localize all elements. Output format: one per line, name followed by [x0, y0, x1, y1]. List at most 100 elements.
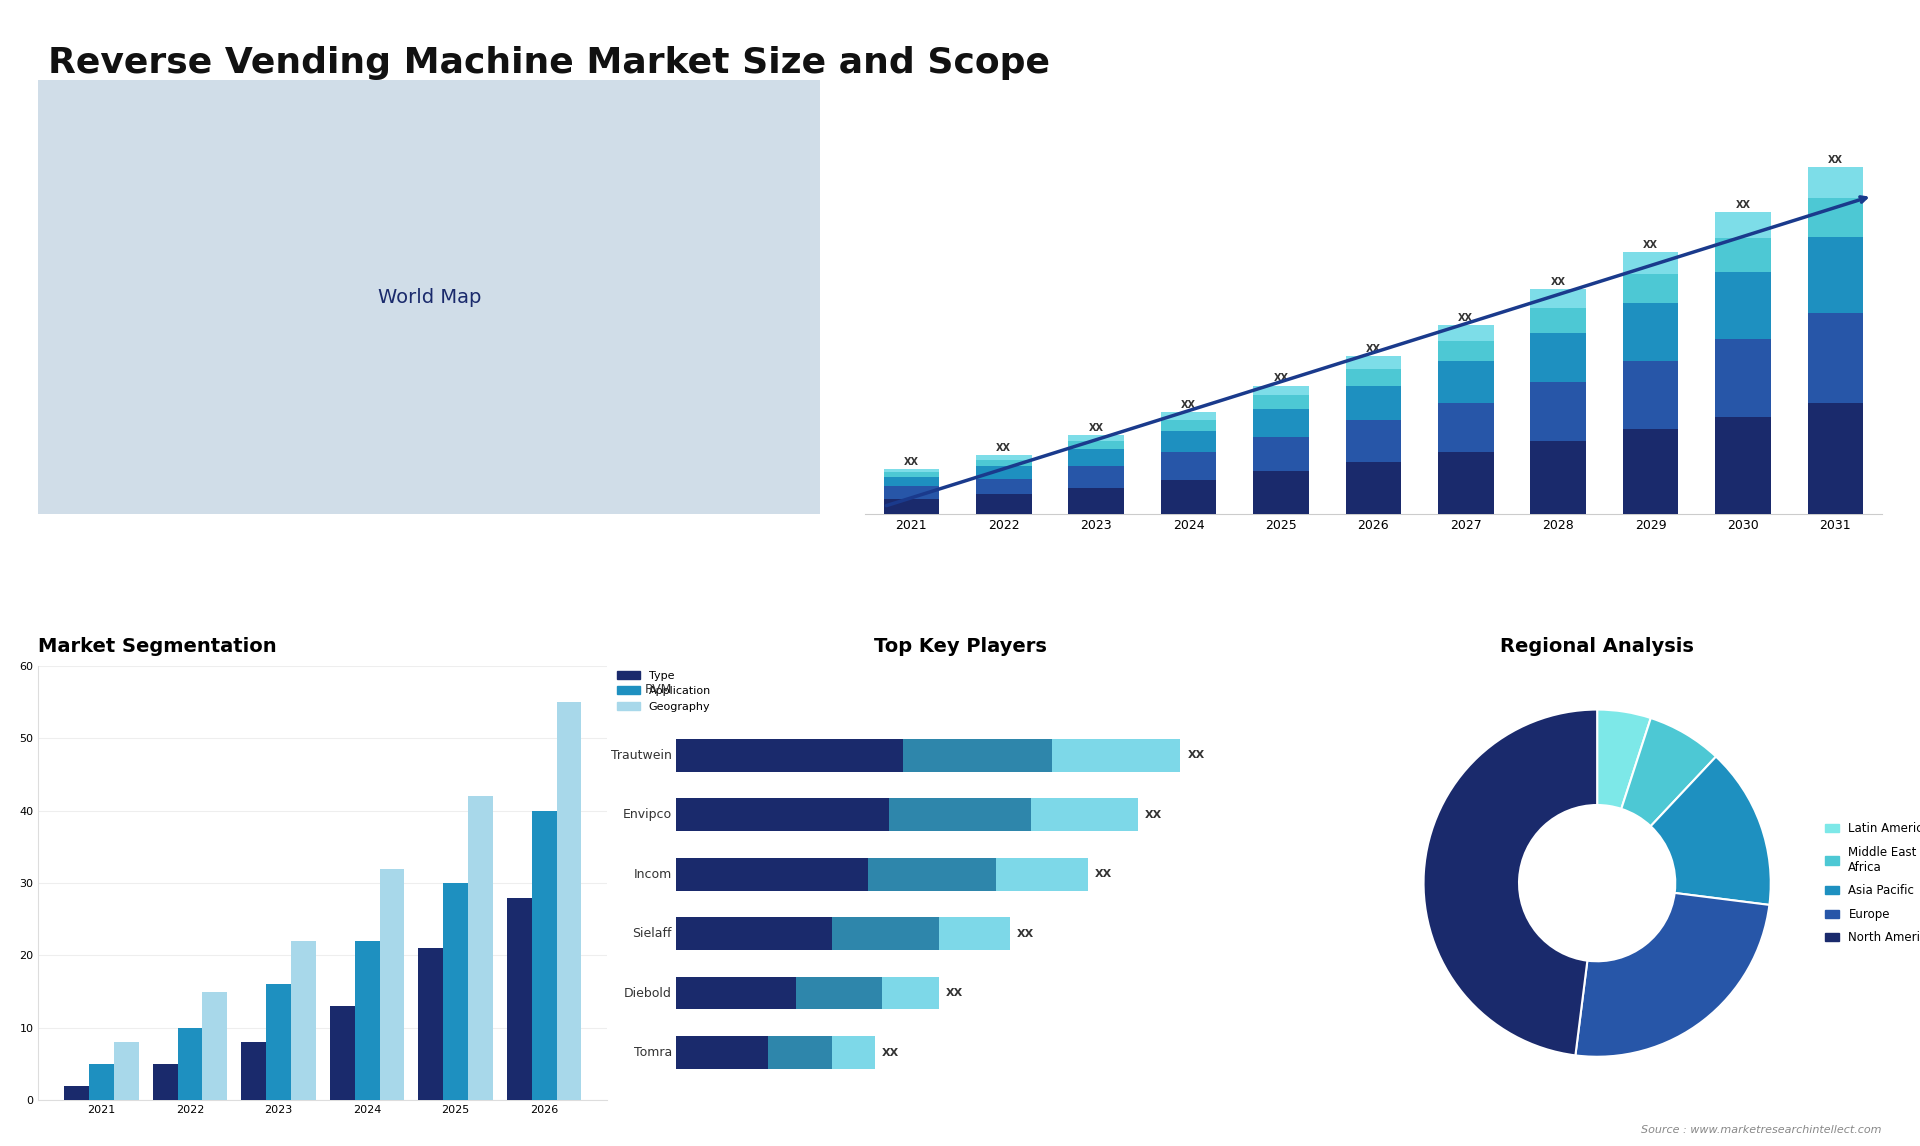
Text: Tomra: Tomra: [634, 1046, 672, 1059]
Bar: [1809, 237, 1862, 313]
Text: XX: XX: [1094, 869, 1112, 879]
Bar: [1162, 411, 1217, 419]
Bar: [996, 858, 1089, 890]
Bar: [1809, 402, 1862, 515]
Text: Sielaff: Sielaff: [632, 927, 672, 940]
Bar: [1346, 419, 1402, 462]
Text: XX: XX: [1188, 751, 1206, 760]
Text: XX: XX: [1181, 400, 1196, 409]
Bar: [1715, 273, 1770, 339]
Text: XX: XX: [1551, 277, 1565, 288]
Bar: [1162, 453, 1217, 480]
Bar: [975, 466, 1031, 479]
Bar: [1031, 799, 1139, 831]
Text: Trautwein: Trautwein: [611, 748, 672, 762]
Bar: [975, 455, 1031, 460]
Bar: [1530, 441, 1586, 515]
Bar: [868, 858, 996, 890]
Bar: [1069, 441, 1123, 449]
Bar: [1346, 385, 1402, 419]
Bar: [1254, 409, 1309, 437]
Bar: [883, 499, 939, 515]
Text: XX: XX: [881, 1047, 899, 1058]
Bar: [1254, 471, 1309, 515]
Bar: [1069, 466, 1123, 488]
Text: XX: XX: [1144, 810, 1162, 819]
Bar: [1438, 340, 1494, 361]
Bar: [883, 472, 939, 477]
Text: XX: XX: [1273, 374, 1288, 383]
Legend: Latin America, Middle East &
Africa, Asia Pacific, Europe, North America: Latin America, Middle East & Africa, Asi…: [1820, 817, 1920, 949]
Text: Source : www.marketresearchintellect.com: Source : www.marketresearchintellect.com: [1642, 1124, 1882, 1135]
Bar: [881, 976, 939, 1010]
Bar: [1438, 325, 1494, 340]
Bar: [1069, 435, 1123, 441]
Bar: [831, 917, 939, 950]
Text: World Map: World Map: [378, 288, 482, 307]
Bar: [1715, 339, 1770, 417]
Wedge shape: [1597, 709, 1651, 809]
Text: INTELLECT: INTELLECT: [1718, 104, 1776, 113]
Bar: [1069, 488, 1123, 515]
Bar: [831, 1036, 876, 1069]
Bar: [1809, 313, 1862, 402]
Bar: [179, 1028, 202, 1100]
Bar: [1346, 462, 1402, 515]
Bar: [1254, 395, 1309, 409]
Bar: [330, 1006, 355, 1100]
Bar: [380, 869, 405, 1100]
Bar: [676, 976, 797, 1010]
Text: Reverse Vending Machine Market Size and Scope: Reverse Vending Machine Market Size and …: [48, 46, 1050, 80]
Bar: [1622, 429, 1678, 515]
Bar: [1530, 290, 1586, 308]
Bar: [1254, 437, 1309, 471]
Bar: [242, 1043, 267, 1100]
Bar: [63, 1085, 88, 1100]
Bar: [202, 991, 227, 1100]
Bar: [507, 897, 532, 1100]
Text: XX: XX: [996, 444, 1012, 453]
Bar: [883, 477, 939, 486]
Text: XX: XX: [1089, 423, 1104, 433]
Text: XX: XX: [1459, 313, 1473, 323]
Bar: [1162, 480, 1217, 515]
Bar: [1715, 212, 1770, 238]
Wedge shape: [1576, 893, 1770, 1057]
Bar: [975, 479, 1031, 494]
Bar: [975, 494, 1031, 515]
Bar: [1530, 383, 1586, 441]
Bar: [883, 486, 939, 499]
Bar: [355, 941, 380, 1100]
Text: XX: XX: [1736, 199, 1751, 210]
Text: Diebold: Diebold: [624, 987, 672, 999]
Bar: [883, 469, 939, 472]
Bar: [1715, 238, 1770, 273]
Bar: [1438, 402, 1494, 453]
Legend: Type, Application, Geography: Type, Application, Geography: [612, 666, 716, 716]
Wedge shape: [1620, 719, 1716, 826]
Bar: [532, 811, 557, 1100]
Title: Regional Analysis: Regional Analysis: [1500, 637, 1693, 657]
Bar: [1809, 198, 1862, 237]
Bar: [902, 739, 1052, 771]
Title: Top Key Players: Top Key Players: [874, 637, 1046, 657]
Bar: [419, 948, 444, 1100]
Bar: [1346, 356, 1402, 369]
Text: XX: XX: [1644, 240, 1659, 250]
Wedge shape: [1423, 709, 1597, 1055]
Bar: [267, 984, 292, 1100]
Text: MARKET: MARKET: [1724, 58, 1770, 68]
Bar: [1052, 739, 1181, 771]
Bar: [1346, 369, 1402, 385]
Wedge shape: [1651, 756, 1770, 905]
Text: RVM: RVM: [645, 683, 672, 697]
Text: RESEARCH: RESEARCH: [1718, 81, 1776, 91]
Bar: [113, 1043, 138, 1100]
Bar: [444, 884, 468, 1100]
Bar: [1622, 304, 1678, 361]
Bar: [1069, 449, 1123, 466]
Bar: [88, 1063, 113, 1100]
Text: Incom: Incom: [634, 868, 672, 881]
Bar: [1622, 252, 1678, 274]
Bar: [468, 796, 493, 1100]
